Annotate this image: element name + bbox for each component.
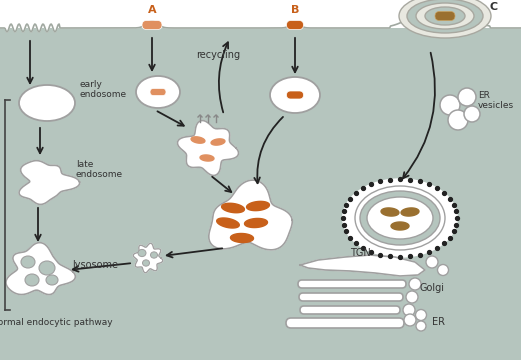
Polygon shape <box>381 208 399 216</box>
Ellipse shape <box>409 278 421 290</box>
Text: TGN: TGN <box>350 248 370 258</box>
Polygon shape <box>391 222 409 230</box>
Text: ER: ER <box>432 317 445 327</box>
Text: recycling: recycling <box>196 50 240 60</box>
Polygon shape <box>209 180 292 250</box>
FancyBboxPatch shape <box>287 21 304 30</box>
Ellipse shape <box>19 85 75 121</box>
Polygon shape <box>217 218 239 228</box>
Polygon shape <box>230 234 254 243</box>
Bar <box>0 0 521 28</box>
Ellipse shape <box>448 110 468 130</box>
Ellipse shape <box>458 88 476 106</box>
Text: A: A <box>147 5 156 15</box>
Polygon shape <box>191 137 205 143</box>
Polygon shape <box>178 121 239 175</box>
Ellipse shape <box>21 256 35 268</box>
FancyBboxPatch shape <box>298 280 406 288</box>
Ellipse shape <box>416 3 474 29</box>
Polygon shape <box>401 208 419 216</box>
Polygon shape <box>300 255 425 276</box>
Ellipse shape <box>425 7 465 25</box>
Ellipse shape <box>39 261 55 275</box>
FancyBboxPatch shape <box>142 21 162 30</box>
Ellipse shape <box>464 106 480 122</box>
Ellipse shape <box>404 314 416 326</box>
Ellipse shape <box>406 291 418 303</box>
Ellipse shape <box>143 260 150 266</box>
FancyBboxPatch shape <box>150 89 166 95</box>
Ellipse shape <box>407 0 483 33</box>
FancyBboxPatch shape <box>435 12 455 21</box>
Polygon shape <box>6 243 76 294</box>
FancyBboxPatch shape <box>300 306 400 314</box>
Polygon shape <box>246 201 269 211</box>
Text: lysosome: lysosome <box>72 260 118 270</box>
Ellipse shape <box>440 95 460 115</box>
Text: C: C <box>490 2 498 12</box>
Polygon shape <box>221 203 244 213</box>
Text: normal endocytic pathway: normal endocytic pathway <box>0 318 113 327</box>
Ellipse shape <box>25 274 39 286</box>
Ellipse shape <box>438 265 449 275</box>
Ellipse shape <box>136 76 180 108</box>
Polygon shape <box>211 139 225 145</box>
Text: Golgi: Golgi <box>420 283 445 293</box>
Ellipse shape <box>270 77 320 113</box>
FancyBboxPatch shape <box>286 318 404 328</box>
Polygon shape <box>133 243 163 273</box>
Ellipse shape <box>138 249 146 257</box>
Text: late
endosome: late endosome <box>76 159 123 179</box>
Text: B: B <box>291 5 299 15</box>
Ellipse shape <box>426 256 438 268</box>
FancyBboxPatch shape <box>299 293 403 301</box>
Text: early
endosome: early endosome <box>80 80 127 99</box>
Ellipse shape <box>355 186 445 250</box>
Ellipse shape <box>151 252 157 258</box>
Polygon shape <box>200 155 214 161</box>
Polygon shape <box>19 161 80 204</box>
Ellipse shape <box>416 321 426 331</box>
Ellipse shape <box>403 304 415 316</box>
Polygon shape <box>244 219 267 228</box>
Ellipse shape <box>46 275 58 285</box>
Ellipse shape <box>360 191 440 245</box>
Polygon shape <box>343 179 457 257</box>
FancyBboxPatch shape <box>287 91 304 99</box>
Text: ER
vesicles: ER vesicles <box>478 91 514 110</box>
Ellipse shape <box>416 310 427 320</box>
Ellipse shape <box>367 197 433 239</box>
Ellipse shape <box>399 0 491 38</box>
